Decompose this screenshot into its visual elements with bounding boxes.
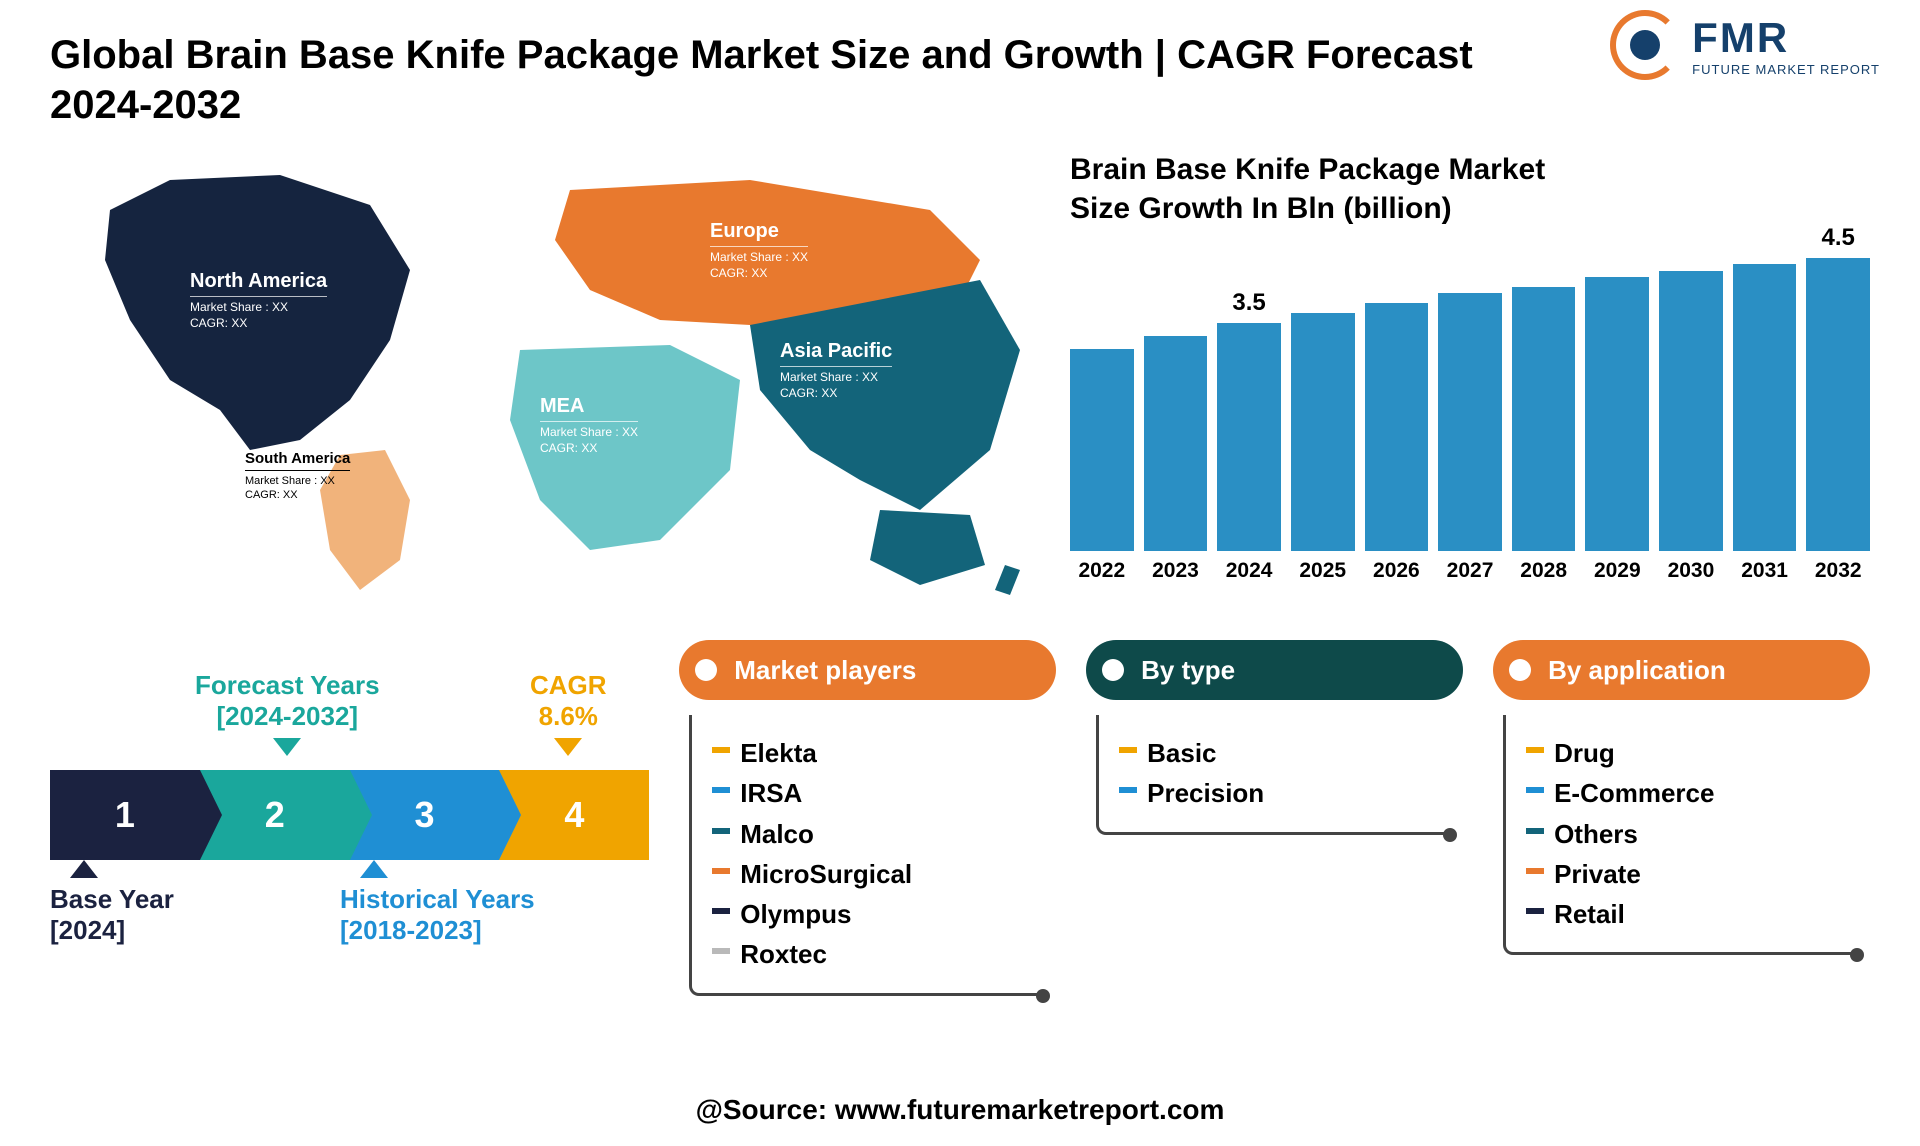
label-north-america: North America Market Share : XX CAGR: XX [190, 270, 327, 331]
world-map: North America Market Share : XX CAGR: XX… [50, 150, 1050, 600]
bar-rect [1733, 264, 1797, 551]
list-item: Basic [1119, 733, 1443, 773]
bar-rect [1217, 323, 1281, 551]
list-item: Drug [1526, 733, 1850, 773]
label-europe: Europe Market Share : XX CAGR: XX [710, 220, 808, 281]
bar-year-label: 2029 [1594, 559, 1641, 583]
bar-2031: 2031 [1733, 230, 1797, 583]
bar-rect [1291, 313, 1355, 551]
logo-icon [1610, 10, 1680, 80]
bar-2026: 2026 [1365, 269, 1429, 583]
list-item: IRSA [712, 773, 1036, 813]
list-item: Others [1526, 814, 1850, 854]
panel-by-application: By application DrugE-CommerceOthersPriva… [1493, 640, 1870, 996]
bar-rect [1438, 293, 1502, 551]
bar-rect [1144, 336, 1208, 551]
list-item: Elekta [712, 733, 1036, 773]
list-type: BasicPrecision [1119, 733, 1443, 814]
historical-years-label: Historical Years [2018-2023] [340, 860, 535, 946]
panel-header-players: Market players [679, 640, 1056, 700]
bar-year-label: 2027 [1447, 559, 1494, 583]
list-item: Precision [1119, 773, 1443, 813]
bar-year-label: 2031 [1741, 559, 1788, 583]
chart-bars: 2022 2023 3.5 2024 2025 2026 2027 2028 2029 2030 2… [1070, 243, 1870, 583]
region-nz [995, 565, 1020, 595]
bar-rect [1806, 258, 1870, 551]
panel-market-players: Market players ElektaIRSAMalcoMicroSurgi… [679, 640, 1056, 996]
cagr-label: CAGR 8.6% [530, 670, 607, 756]
bar-year-label: 2022 [1078, 559, 1125, 583]
label-mea: MEA Market Share : XX CAGR: XX [540, 395, 638, 456]
base-year-label: Base Year [2024] [50, 860, 174, 946]
bar-rect [1659, 271, 1723, 551]
logo-sub-text: FUTURE MARKET REPORT [1692, 62, 1880, 77]
bar-year-label: 2024 [1226, 559, 1273, 583]
bar-2024: 3.5 2024 [1217, 289, 1281, 583]
fmr-logo: FMR FUTURE MARKET REPORT [1610, 10, 1880, 80]
timeline: Forecast Years [2024-2032] CAGR 8.6% 123… [50, 640, 649, 996]
timeline-seg-4: 4 [499, 770, 649, 860]
timeline-seg-1: 1 [50, 770, 200, 860]
timeline-seg-2: 2 [200, 770, 350, 860]
bar-2029: 2029 [1585, 243, 1649, 583]
bar-value-label: 3.5 [1232, 289, 1265, 317]
forecast-years-label: Forecast Years [2024-2032] [195, 670, 380, 756]
source-credit: @Source: www.futuremarketreport.com [0, 1094, 1920, 1126]
list-item: Retail [1526, 894, 1850, 934]
region-australia [870, 510, 985, 585]
list-application: DrugE-CommerceOthersPrivateRetail [1526, 733, 1850, 934]
panel-by-type: By type BasicPrecision [1086, 640, 1463, 996]
list-item: E-Commerce [1526, 773, 1850, 813]
bar-year-label: 2023 [1152, 559, 1199, 583]
list-item: Roxtec [712, 934, 1036, 974]
bar-year-label: 2026 [1373, 559, 1420, 583]
label-south-america: South America Market Share : XX CAGR: XX [245, 450, 350, 503]
bar-2023: 2023 [1144, 302, 1208, 583]
bar-2025: 2025 [1291, 279, 1355, 583]
list-players: ElektaIRSAMalcoMicroSurgicalOlympusRoxte… [712, 733, 1036, 975]
bar-2032: 4.5 2032 [1806, 224, 1870, 583]
label-asia-pacific: Asia Pacific Market Share : XX CAGR: XX [780, 340, 892, 401]
bar-year-label: 2028 [1520, 559, 1567, 583]
list-item: MicroSurgical [712, 854, 1036, 894]
panel-header-application: By application [1493, 640, 1870, 700]
bar-2028: 2028 [1512, 253, 1576, 583]
bar-value-label: 4.5 [1822, 224, 1855, 252]
bar-year-label: 2025 [1299, 559, 1346, 583]
timeline-seg-3: 3 [350, 770, 500, 860]
list-item: Olympus [712, 894, 1036, 934]
bar-rect [1512, 287, 1576, 551]
bar-rect [1070, 349, 1134, 551]
bar-2022: 2022 [1070, 315, 1134, 583]
chart-title: Brain Base Knife Package Market Size Gro… [1070, 150, 1570, 228]
page-title: Global Brain Base Knife Package Market S… [50, 30, 1550, 130]
bar-2030: 2030 [1659, 237, 1723, 583]
bar-2027: 2027 [1438, 259, 1502, 583]
list-item: Private [1526, 854, 1850, 894]
list-item: Malco [712, 814, 1036, 854]
growth-bar-chart: Brain Base Knife Package Market Size Gro… [1050, 150, 1870, 600]
panel-header-type: By type [1086, 640, 1463, 700]
bar-year-label: 2030 [1668, 559, 1715, 583]
bar-rect [1585, 277, 1649, 551]
bar-rect [1365, 303, 1429, 551]
timeline-row: 1234 [50, 770, 649, 860]
bar-year-label: 2032 [1815, 559, 1862, 583]
logo-fmr-text: FMR [1692, 14, 1880, 62]
